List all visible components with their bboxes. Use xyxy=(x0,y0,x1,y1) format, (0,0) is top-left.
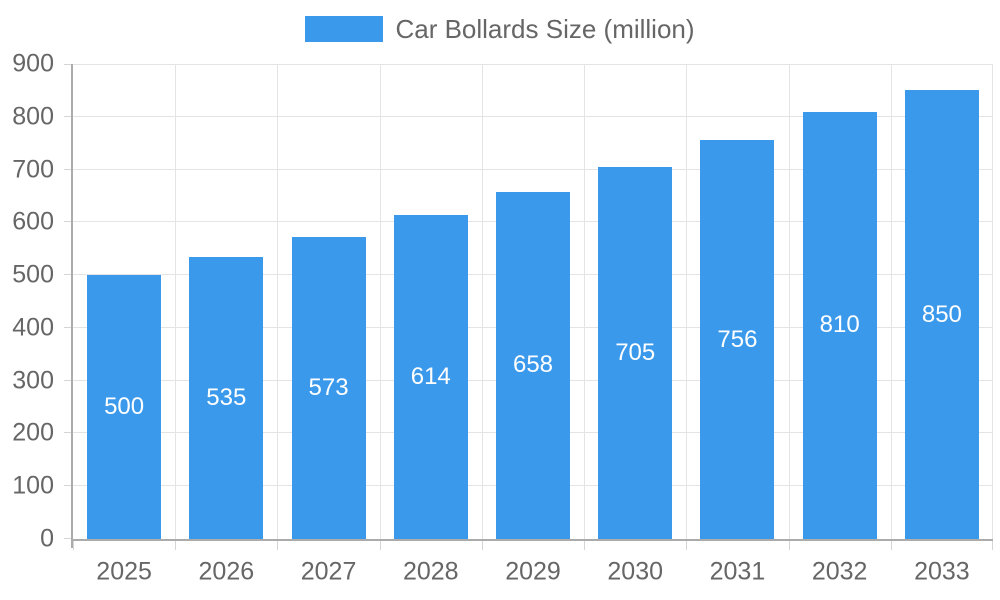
bar[interactable]: 500 xyxy=(87,275,162,539)
bar-value-label: 756 xyxy=(717,325,758,353)
bar[interactable]: 658 xyxy=(496,191,570,539)
x-axis-tick xyxy=(891,541,892,550)
y-tick-label: 300 xyxy=(12,366,54,395)
bar[interactable]: 705 xyxy=(598,166,673,539)
x-tick-label: 2029 xyxy=(505,557,561,586)
gridline-vertical xyxy=(891,64,892,539)
x-tick-label: 2026 xyxy=(198,557,255,586)
y-tick-label: 900 xyxy=(12,49,54,78)
bar[interactable]: 573 xyxy=(291,236,366,539)
bar-value-label: 614 xyxy=(410,362,451,390)
x-axis-tick xyxy=(380,541,381,550)
x-tick-label: 2027 xyxy=(300,557,357,586)
y-tick-label: 100 xyxy=(12,471,54,500)
bar-value-label: 658 xyxy=(512,351,554,379)
x-axis-tick xyxy=(686,541,687,550)
chart-legend[interactable]: Car Bollards Size (million) xyxy=(0,16,1000,42)
y-tick-label: 700 xyxy=(12,155,54,184)
bar[interactable]: 810 xyxy=(802,111,877,539)
x-tick-label: 2033 xyxy=(914,557,970,586)
bar-value-label: 573 xyxy=(308,373,349,401)
x-axis-tick xyxy=(992,541,993,550)
y-tick-label: 200 xyxy=(12,418,54,447)
gridline-vertical xyxy=(277,64,278,539)
gridline-horizontal xyxy=(73,168,993,170)
y-axis-tick xyxy=(64,115,71,117)
bar-value-label: 810 xyxy=(819,311,860,339)
gridline-vertical xyxy=(482,64,483,539)
bar[interactable]: 535 xyxy=(189,256,264,539)
y-axis-tick xyxy=(64,432,71,434)
x-axis-tick xyxy=(584,541,585,550)
legend-label: Car Bollards Size (million) xyxy=(395,14,695,44)
x-axis-tick xyxy=(73,541,74,550)
gridline-vertical xyxy=(175,64,176,539)
y-axis-tick xyxy=(64,538,71,539)
gridline-horizontal xyxy=(73,64,993,65)
y-axis-tick xyxy=(64,274,71,276)
x-axis-tick xyxy=(175,541,176,550)
bar[interactable]: 756 xyxy=(700,140,775,539)
y-axis-tick xyxy=(64,485,71,487)
y-axis-tick xyxy=(64,326,71,328)
x-tick-label: 2031 xyxy=(709,557,766,586)
bar-value-label: 850 xyxy=(921,300,962,328)
x-tick-label: 2032 xyxy=(811,557,868,586)
gridline-vertical xyxy=(992,64,993,539)
bar-value-label: 705 xyxy=(615,338,656,366)
x-axis-tick xyxy=(789,541,790,550)
x-axis-tick xyxy=(277,541,278,550)
x-axis-tick xyxy=(482,541,483,550)
y-tick-label: 400 xyxy=(12,313,54,342)
x-tick-label: 2028 xyxy=(402,557,459,586)
y-tick-label: 800 xyxy=(12,102,54,131)
x-tick-label: 2030 xyxy=(607,557,664,586)
gridline-vertical xyxy=(584,64,585,539)
y-axis-tick xyxy=(64,168,71,170)
gridline-vertical xyxy=(380,64,381,539)
y-axis-tick xyxy=(64,221,71,223)
y-axis-line xyxy=(71,64,73,548)
y-tick-label: 600 xyxy=(12,207,54,236)
bar-value-label: 535 xyxy=(206,383,247,411)
gridline-vertical xyxy=(789,64,790,539)
y-tick-label: 500 xyxy=(12,260,54,289)
x-tick-label: 2025 xyxy=(96,557,152,586)
gridline-horizontal xyxy=(73,115,993,117)
y-tick-label: 0 xyxy=(40,524,54,553)
gridline-vertical xyxy=(686,64,687,539)
y-axis-tick xyxy=(64,379,71,381)
x-axis-line xyxy=(71,539,993,541)
bar-value-label: 500 xyxy=(104,393,145,421)
y-axis-tick xyxy=(64,64,71,65)
bar[interactable]: 850 xyxy=(904,90,979,539)
plot-area: 0 100 200 300 400 500 600 700 800 900 2025 500 2026 5… xyxy=(12,51,993,584)
bar[interactable]: 614 xyxy=(393,214,468,539)
legend-swatch xyxy=(305,16,384,42)
